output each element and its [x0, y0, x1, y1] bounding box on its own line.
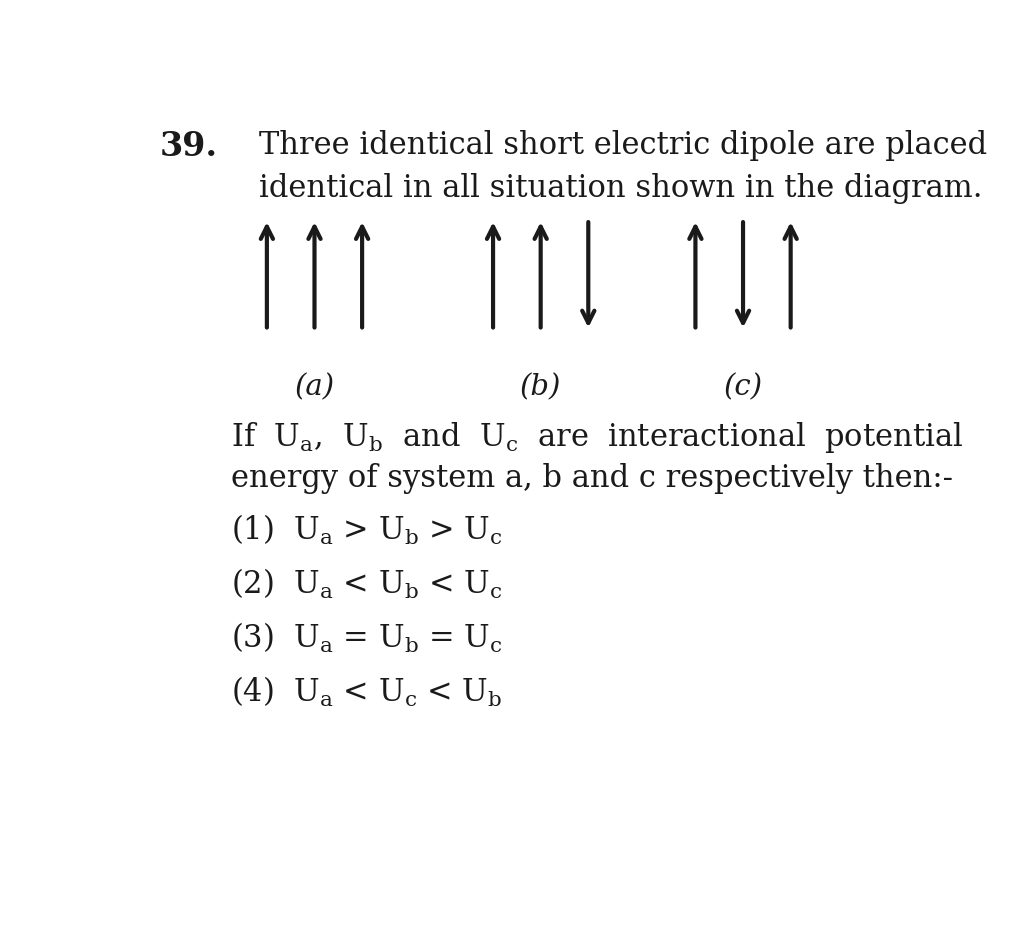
Text: (b): (b) [520, 373, 561, 401]
Text: identical in all situation shown in the diagram.: identical in all situation shown in the … [259, 172, 982, 204]
Text: (2)  $\mathregular{U_a}$ < $\mathregular{U_b}$ < $\mathregular{U_c}$: (2) $\mathregular{U_a}$ < $\mathregular{… [231, 567, 503, 601]
Text: 39.: 39. [160, 129, 218, 163]
Text: Three identical short electric dipole are placed: Three identical short electric dipole ar… [259, 129, 987, 161]
Text: (1)  $\mathregular{U_a}$ > $\mathregular{U_b}$ > $\mathregular{U_c}$: (1) $\mathregular{U_a}$ > $\mathregular{… [231, 513, 503, 547]
Text: If  $\mathregular{U_a}$,  $\mathregular{U_b}$  and  $\mathregular{U_c}$  are  in: If $\mathregular{U_a}$, $\mathregular{U_… [231, 420, 964, 455]
Text: (c): (c) [724, 373, 763, 401]
Text: (4)  $\mathregular{U_a}$ < $\mathregular{U_c}$ < $\mathregular{U_b}$: (4) $\mathregular{U_a}$ < $\mathregular{… [231, 674, 503, 708]
Text: (3)  $\mathregular{U_a}$ = $\mathregular{U_b}$ = $\mathregular{U_c}$: (3) $\mathregular{U_a}$ = $\mathregular{… [231, 621, 503, 654]
Text: energy of system a, b and c respectively then:-: energy of system a, b and c respectively… [231, 463, 953, 494]
Text: (a): (a) [295, 373, 335, 401]
